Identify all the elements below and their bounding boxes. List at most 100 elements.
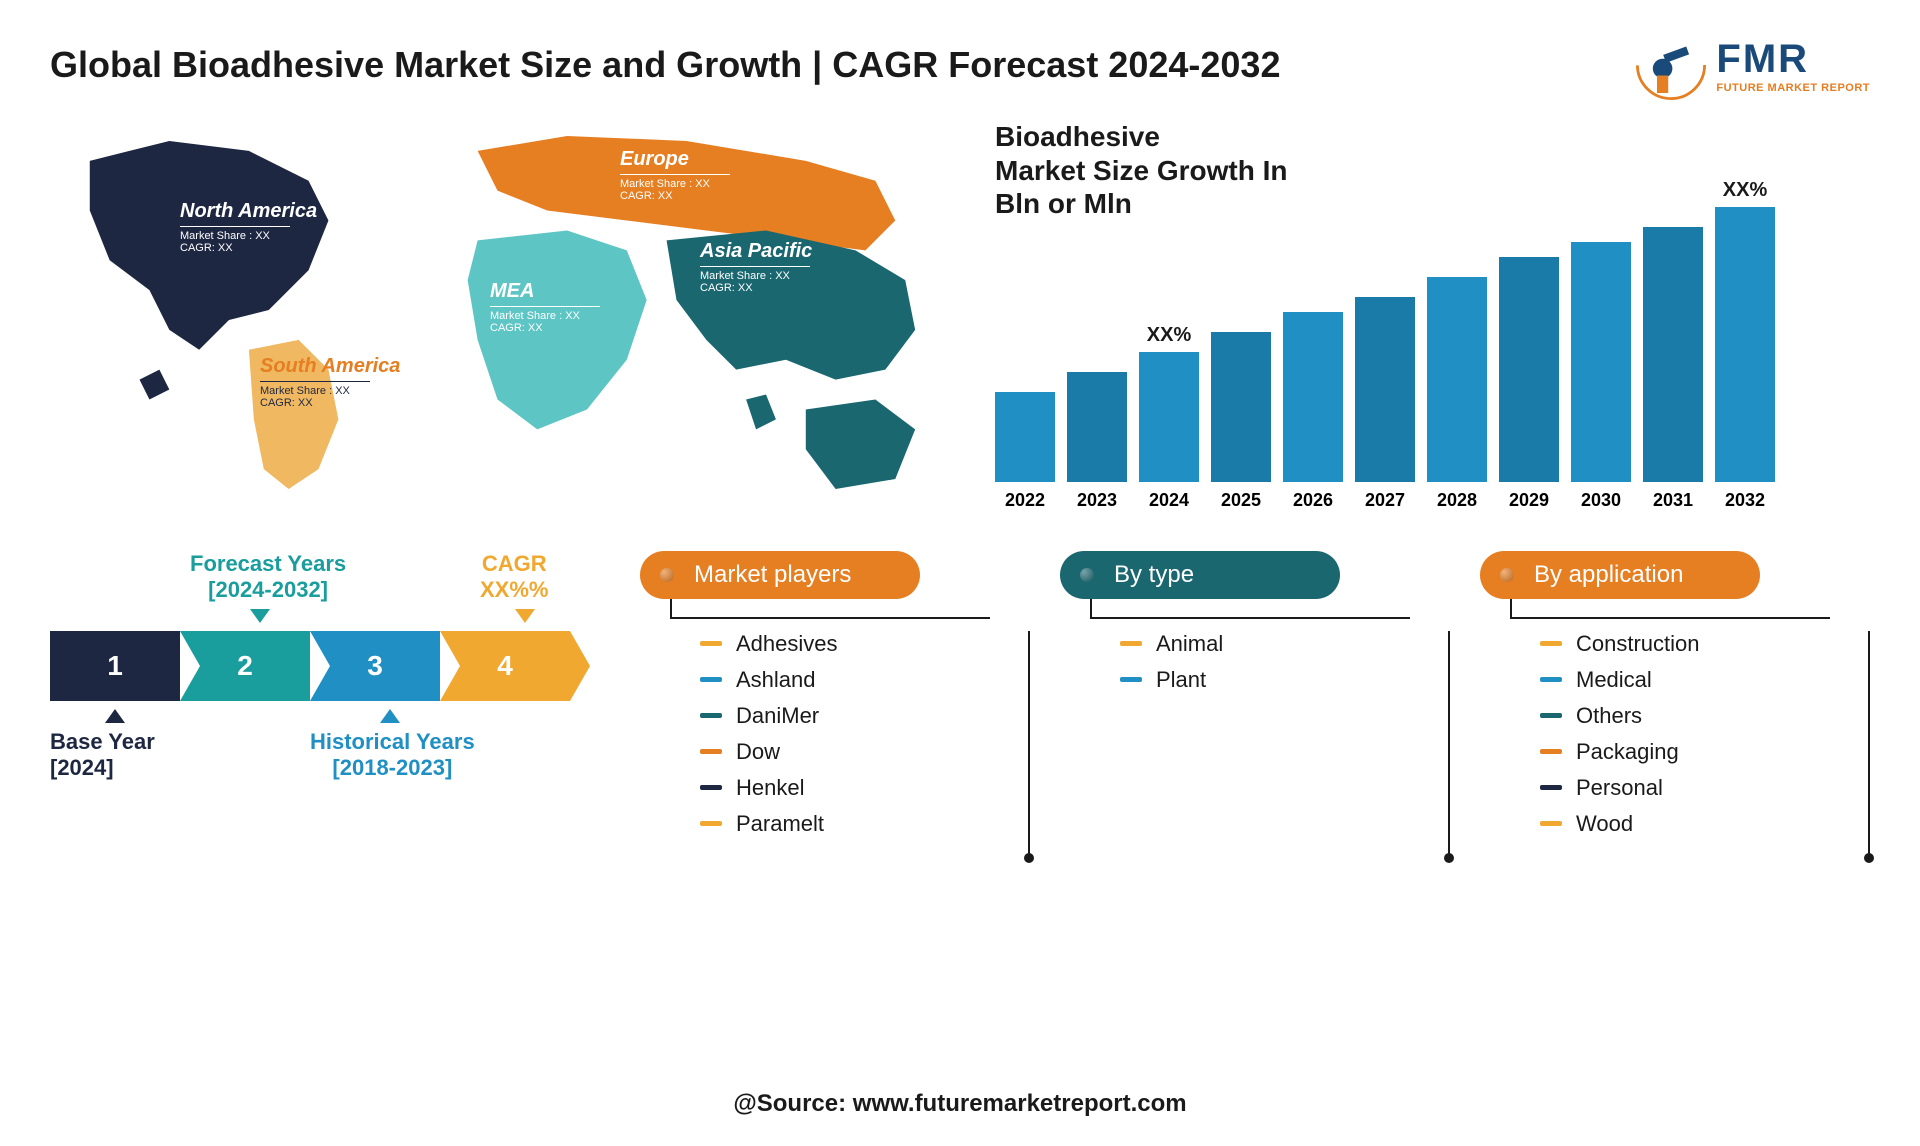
timeline-segment: 3 <box>310 631 440 701</box>
list-item-label: Henkel <box>736 775 804 801</box>
list-item: Medical <box>1540 667 1828 693</box>
bullet-dash-icon <box>700 749 722 754</box>
pill-market-players: Market players <box>640 551 920 599</box>
timeline-segment: 4 <box>440 631 570 701</box>
bullet-dash-icon <box>1540 821 1562 826</box>
bullet-dash-icon <box>700 641 722 646</box>
list-item: Plant <box>1120 667 1408 693</box>
timeline-segment-number: 1 <box>107 650 123 682</box>
bar-year-label: 2029 <box>1509 490 1549 511</box>
bullet-dash-icon <box>1540 677 1562 682</box>
bar-chart: Bioadhesive Market Size Growth In Bln or… <box>975 120 1870 511</box>
bar <box>1139 352 1199 482</box>
list-item-label: Packaging <box>1576 739 1679 765</box>
bar <box>1643 227 1703 482</box>
top-section: North America Market Share : XX CAGR: XX… <box>50 120 1870 511</box>
bullet-dash-icon <box>1540 641 1562 646</box>
bullet-dash-icon <box>700 821 722 826</box>
bottom-section: Forecast Years [2024-2032] CAGR XX%% 1 2 3… <box>50 551 1870 861</box>
region-mea: MEA Market Share : XX CAGR: XX <box>490 280 600 334</box>
bar-year-label: 2024 <box>1149 490 1189 511</box>
bar-col: 2031 <box>1643 227 1703 511</box>
list-item: Dow <box>700 739 988 765</box>
bar-col: 2030 <box>1571 242 1631 511</box>
bullet-dash-icon <box>700 713 722 718</box>
list-item-label: Medical <box>1576 667 1652 693</box>
timeline: Forecast Years [2024-2032] CAGR XX%% 1 2 3… <box>50 551 610 861</box>
bar-year-label: 2030 <box>1581 490 1621 511</box>
list-item: Construction <box>1540 631 1828 657</box>
list-market-players: Adhesives Ashland DaniMer Dow Henkel Paramelt <box>700 631 1030 861</box>
bar <box>1571 242 1631 482</box>
list-item: Wood <box>1540 811 1828 837</box>
bars-container: 20222023XX%20242025202620272028202920302… <box>975 231 1870 511</box>
logo-sub-text: FUTURE MARKET REPORT <box>1716 82 1870 94</box>
list-item: Animal <box>1120 631 1408 657</box>
region-na: North America Market Share : XX CAGR: XX <box>180 200 317 254</box>
caption-forecast: Forecast Years [2024-2032] <box>190 551 346 604</box>
bullet-dash-icon <box>1120 641 1142 646</box>
bar-year-label: 2023 <box>1077 490 1117 511</box>
header: Global Bioadhesive Market Size and Growt… <box>50 30 1870 100</box>
bar-annotation: XX% <box>1723 179 1767 202</box>
bullet-dash-icon <box>1540 785 1562 790</box>
list-item-label: Wood <box>1576 811 1633 837</box>
caption-base: Base Year [2024] <box>50 729 155 782</box>
list-item-label: Adhesives <box>736 631 838 657</box>
logo-main-text: FMR <box>1716 37 1870 82</box>
bar <box>1715 207 1775 482</box>
list-by-type: Animal Plant <box>1120 631 1450 861</box>
list-item-label: Dow <box>736 739 780 765</box>
pointer-forecast <box>250 609 270 623</box>
list-by-application: ConstructionMedicalOthersPackagingPerson… <box>1540 631 1870 861</box>
world-map: North America Market Share : XX CAGR: XX… <box>50 120 945 500</box>
bar-col: 2026 <box>1283 312 1343 511</box>
panel-by-type: By type AnimalPlant <box>1060 551 1450 861</box>
list-item-label: Others <box>1576 703 1642 729</box>
region-ap: Asia Pacific Market Share : XX CAGR: XX <box>700 240 812 294</box>
list-item: Henkel <box>700 775 988 801</box>
timeline-segment-number: 4 <box>497 650 513 682</box>
list-item-label: Paramelt <box>736 811 824 837</box>
bar-year-label: 2031 <box>1653 490 1693 511</box>
bar-col: 2028 <box>1427 277 1487 511</box>
region-sa: South America Market Share : XX CAGR: XX <box>260 355 400 409</box>
bar <box>1283 312 1343 482</box>
pointer-base <box>105 709 125 723</box>
bar-col: 2022 <box>995 392 1055 511</box>
bullet-dash-icon <box>700 677 722 682</box>
caption-historical: Historical Years [2018-2023] <box>310 729 475 782</box>
bar <box>1355 297 1415 482</box>
chart-title: Bioadhesive Market Size Growth In Bln or… <box>995 120 1870 221</box>
list-item-label: Animal <box>1156 631 1223 657</box>
timeline-row: 1 2 3 4 <box>50 631 610 701</box>
bar-col: 2027 <box>1355 297 1415 511</box>
page-title: Global Bioadhesive Market Size and Growt… <box>50 44 1280 86</box>
caption-cagr: CAGR XX%% <box>480 551 548 604</box>
timeline-segment-number: 3 <box>367 650 383 682</box>
timeline-segment: 1 <box>50 631 180 701</box>
bar-col: XX%2032 <box>1715 207 1775 511</box>
panel-market-players: Market players Adhesives Ashland DaniMer Do… <box>640 551 1030 861</box>
bar-year-label: 2028 <box>1437 490 1477 511</box>
list-item: Ashland <box>700 667 988 693</box>
list-item: Others <box>1540 703 1828 729</box>
bar-year-label: 2022 <box>1005 490 1045 511</box>
bar <box>995 392 1055 482</box>
bullet-dash-icon <box>1120 677 1142 682</box>
logo: FMR FUTURE MARKET REPORT <box>1636 30 1870 100</box>
list-item: DaniMer <box>700 703 988 729</box>
bar-col: 2023 <box>1067 372 1127 511</box>
bar-year-label: 2026 <box>1293 490 1333 511</box>
bullet-dash-icon <box>700 785 722 790</box>
telescope-icon <box>1636 30 1706 100</box>
timeline-segment-number: 2 <box>237 650 253 682</box>
bar <box>1211 332 1271 482</box>
bar-col: XX%2024 <box>1139 352 1199 511</box>
list-item: Packaging <box>1540 739 1828 765</box>
list-item-label: Plant <box>1156 667 1206 693</box>
bar-col: 2029 <box>1499 257 1559 511</box>
list-item: Paramelt <box>700 811 988 837</box>
pointer-historical <box>380 709 400 723</box>
bar <box>1427 277 1487 482</box>
